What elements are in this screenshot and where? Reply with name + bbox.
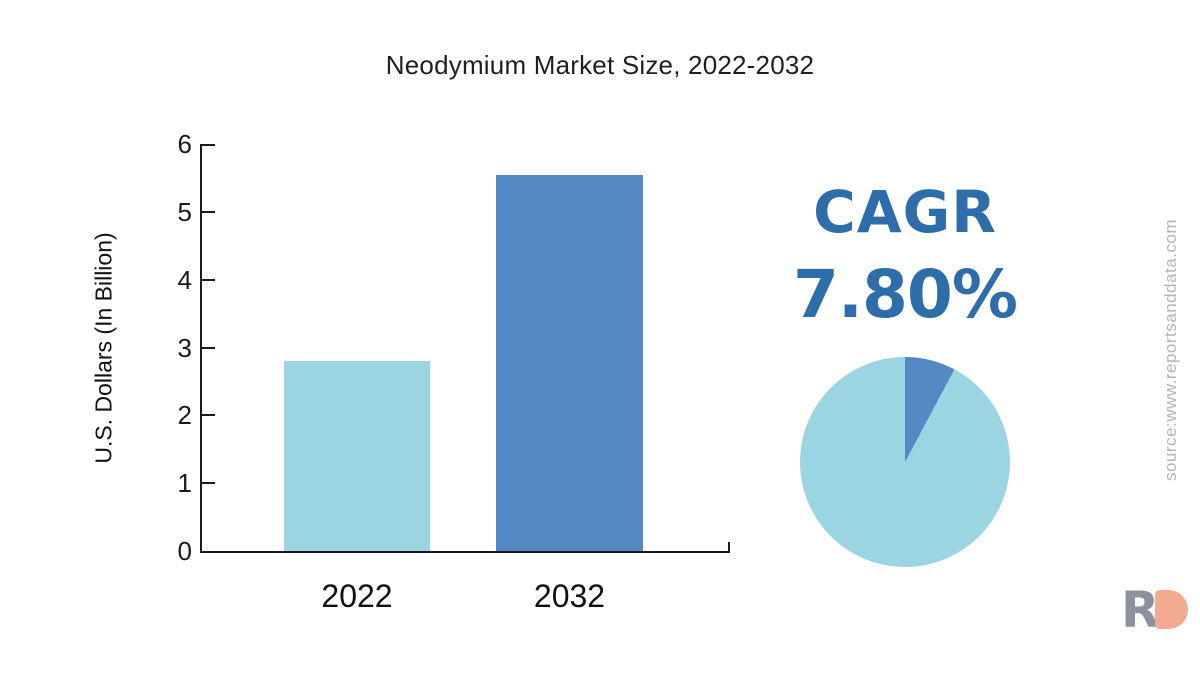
logo-letter-r: R (1121, 581, 1160, 639)
logo-letter-d-shape (1154, 590, 1188, 629)
chart-title: Neodymium Market Size, 2022-2032 (385, 50, 815, 80)
y-tick-label: 5 (177, 197, 192, 227)
y-tick (202, 347, 215, 349)
x-axis-label-2022: 2022 (321, 578, 393, 614)
y-tick (202, 482, 215, 484)
x-axis-label-2032: 2032 (533, 578, 606, 614)
source-attribution: source:www.reportsanddata.com (1161, 218, 1180, 482)
y-tick (202, 211, 215, 213)
y-axis-title: U.S. Dollars (In Billion) (90, 232, 117, 464)
bar-chart-plot-area: 0 1 2 3 4 5 6 2022 2032 (178, 129, 730, 614)
y-tick (202, 279, 215, 281)
cagr-callout: CAGR 7.80% (793, 178, 1018, 333)
y-tick (202, 414, 215, 416)
y-tick (202, 144, 215, 146)
bar-2032 (496, 175, 643, 551)
cagr-value: 7.80% (793, 256, 1018, 333)
bar-2022 (284, 361, 430, 551)
y-tick-label: 0 (177, 536, 192, 566)
y-tick-label: 6 (177, 129, 192, 159)
x-axis-end-tick (728, 542, 730, 551)
cagr-pie-chart (800, 357, 1010, 567)
y-tick-label: 1 (177, 468, 192, 498)
y-tick-label: 3 (177, 333, 192, 363)
cagr-label: CAGR (813, 178, 997, 246)
y-tick-label: 4 (177, 265, 192, 295)
reports-and-data-logo: R (1121, 581, 1188, 639)
y-tick-label: 2 (177, 400, 192, 430)
